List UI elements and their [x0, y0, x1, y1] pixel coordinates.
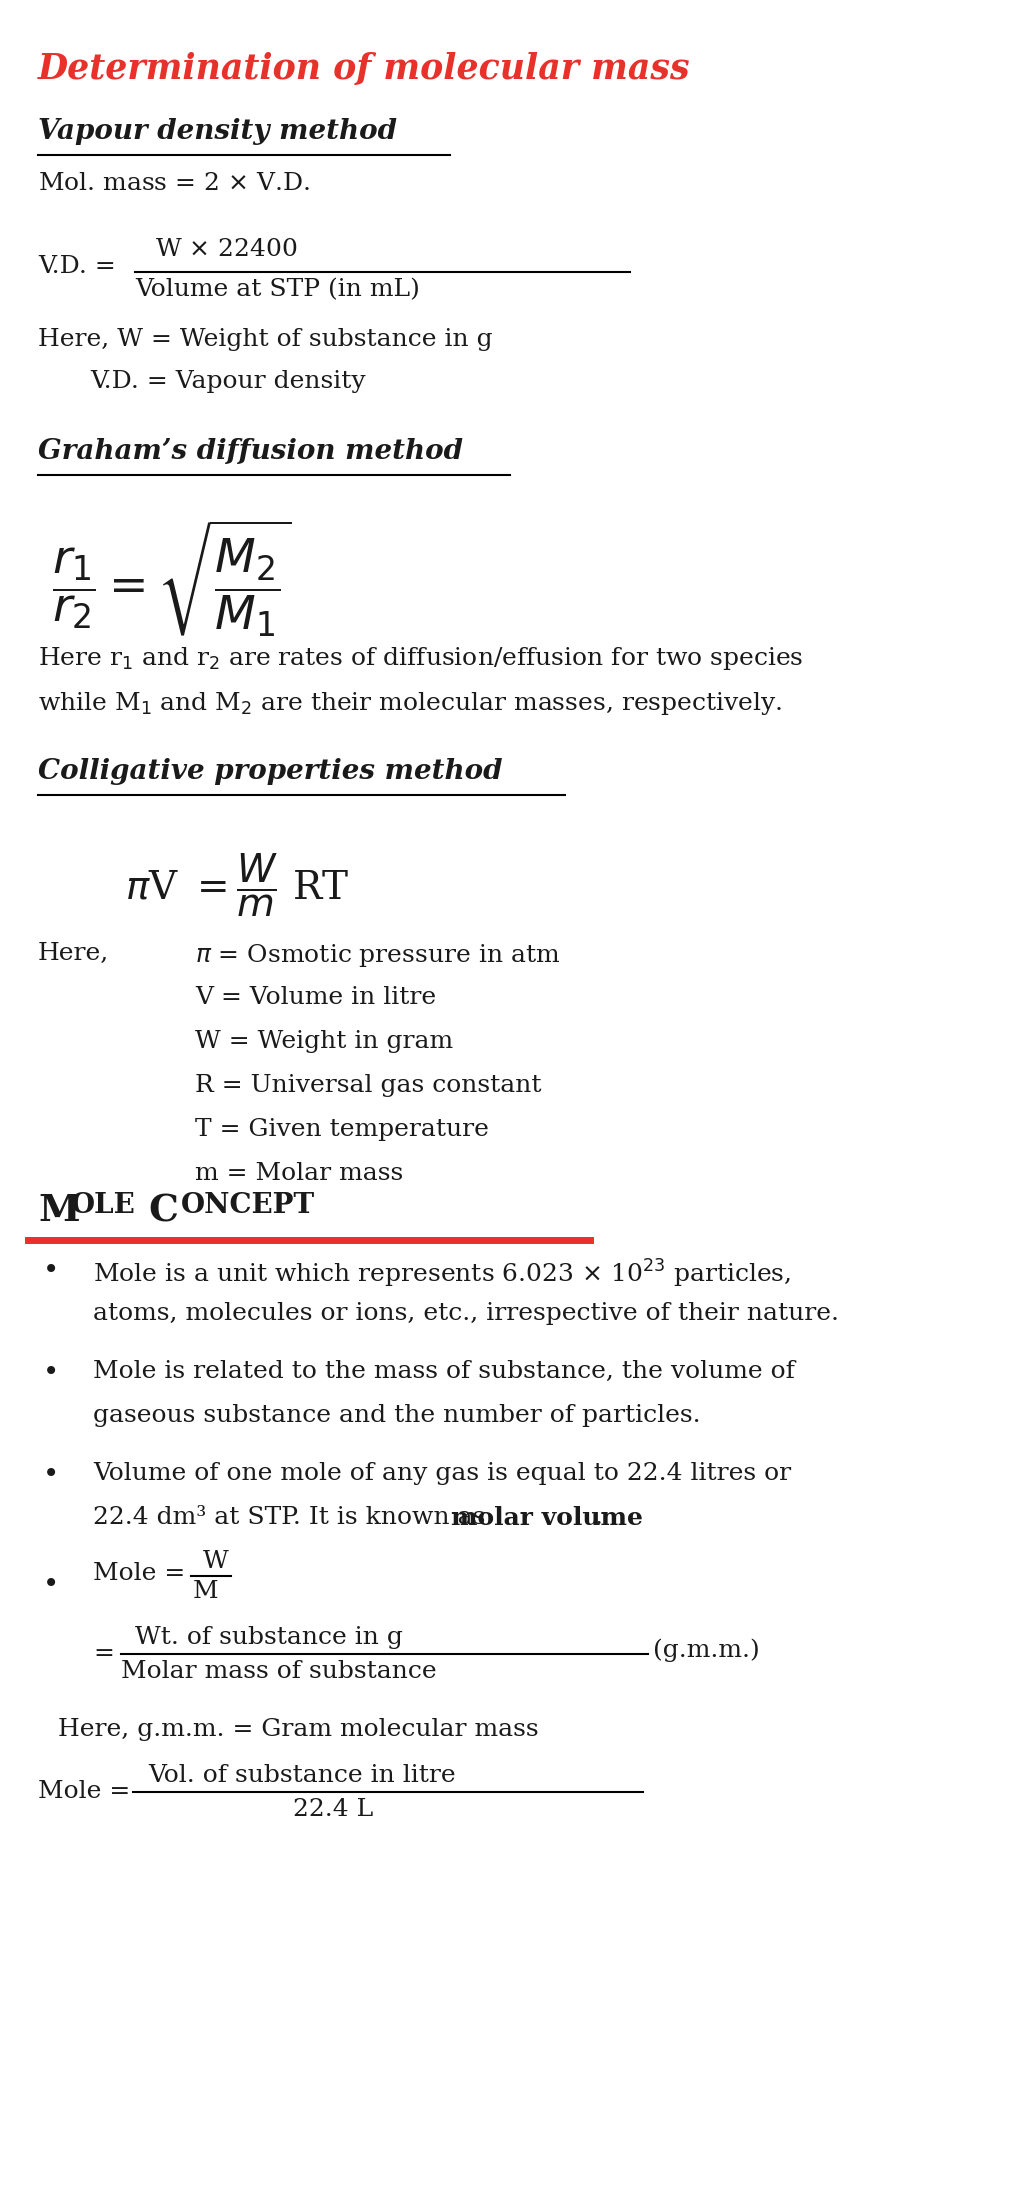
Text: Mole =: Mole =	[93, 1561, 185, 1586]
Text: OLE: OLE	[71, 1192, 136, 1219]
Text: while M$_1$ and M$_2$ are their molecular masses, respectively.: while M$_1$ and M$_2$ are their molecula…	[38, 690, 782, 718]
Text: $\dfrac{r_1}{r_2} = \sqrt{\dfrac{M_2}{M_1}}$: $\dfrac{r_1}{r_2} = \sqrt{\dfrac{M_2}{M_…	[52, 518, 292, 639]
Text: Here, g.m.m. = Gram molecular mass: Here, g.m.m. = Gram molecular mass	[58, 1717, 539, 1741]
Text: Mole =: Mole =	[38, 1781, 130, 1803]
Text: (g.m.m.): (g.m.m.)	[653, 1638, 760, 1662]
Text: atoms, molecules or ions, etc., irrespective of their nature.: atoms, molecules or ions, etc., irrespec…	[93, 1302, 839, 1324]
Text: Here,: Here,	[38, 942, 110, 964]
Text: V = Volume in litre: V = Volume in litre	[195, 986, 436, 1008]
Text: Volume at STP (in mL): Volume at STP (in mL)	[135, 279, 420, 301]
Text: =: =	[93, 1643, 114, 1665]
Text: Determination of molecular mass: Determination of molecular mass	[38, 53, 690, 86]
Text: V.D. =: V.D. =	[38, 255, 116, 279]
Text: •: •	[43, 1463, 59, 1489]
Text: W = Weight in gram: W = Weight in gram	[195, 1030, 454, 1054]
Text: gaseous substance and the number of particles.: gaseous substance and the number of part…	[93, 1403, 700, 1427]
Text: R = Universal gas constant: R = Universal gas constant	[195, 1074, 542, 1098]
Text: M: M	[38, 1192, 80, 1230]
Text: •: •	[43, 1572, 59, 1599]
Text: .: .	[595, 1506, 603, 1528]
Text: Here, W = Weight of substance in g: Here, W = Weight of substance in g	[38, 327, 493, 351]
Text: molar volume: molar volume	[451, 1506, 643, 1531]
Text: m = Molar mass: m = Molar mass	[195, 1162, 403, 1186]
Text: •: •	[43, 1359, 59, 1388]
Text: Vol. of substance in litre: Vol. of substance in litre	[148, 1763, 456, 1788]
Text: Wt. of substance in g: Wt. of substance in g	[135, 1625, 402, 1649]
Text: W: W	[203, 1550, 228, 1572]
Text: V.D. = Vapour density: V.D. = Vapour density	[90, 369, 366, 393]
Text: 22.4 dm³ at STP. It is known as: 22.4 dm³ at STP. It is known as	[93, 1506, 494, 1528]
Text: C: C	[148, 1192, 178, 1230]
Text: ONCEPT: ONCEPT	[181, 1192, 315, 1219]
Text: Vapour density method: Vapour density method	[38, 119, 397, 145]
Text: Mole is a unit which represents 6.023 $\times$ 10$^{23}$ particles,: Mole is a unit which represents 6.023 $\…	[93, 1258, 792, 1291]
Text: •: •	[43, 1258, 59, 1285]
Text: Volume of one mole of any gas is equal to 22.4 litres or: Volume of one mole of any gas is equal t…	[93, 1463, 792, 1484]
Text: T = Given temperature: T = Given temperature	[195, 1118, 488, 1142]
Text: Here r$_1$ and r$_2$ are rates of diffusion/effusion for two species: Here r$_1$ and r$_2$ are rates of diffus…	[38, 646, 804, 672]
Text: W $\times$ 22400: W $\times$ 22400	[155, 237, 297, 261]
Text: Graham’s diffusion method: Graham’s diffusion method	[38, 437, 463, 466]
Text: Molar mass of substance: Molar mass of substance	[121, 1660, 436, 1682]
Text: 22.4 L: 22.4 L	[293, 1799, 374, 1820]
Text: M: M	[193, 1579, 219, 1603]
Text: Colligative properties method: Colligative properties method	[38, 758, 503, 784]
Text: $\pi$V $= \dfrac{W}{m}$ RT: $\pi$V $= \dfrac{W}{m}$ RT	[125, 852, 349, 920]
Text: Mole is related to the mass of substance, the volume of: Mole is related to the mass of substance…	[93, 1359, 795, 1383]
Text: Mol. mass = 2 $\times$ V.D.: Mol. mass = 2 $\times$ V.D.	[38, 171, 310, 195]
Text: $\pi$ = Osmotic pressure in atm: $\pi$ = Osmotic pressure in atm	[195, 942, 560, 968]
